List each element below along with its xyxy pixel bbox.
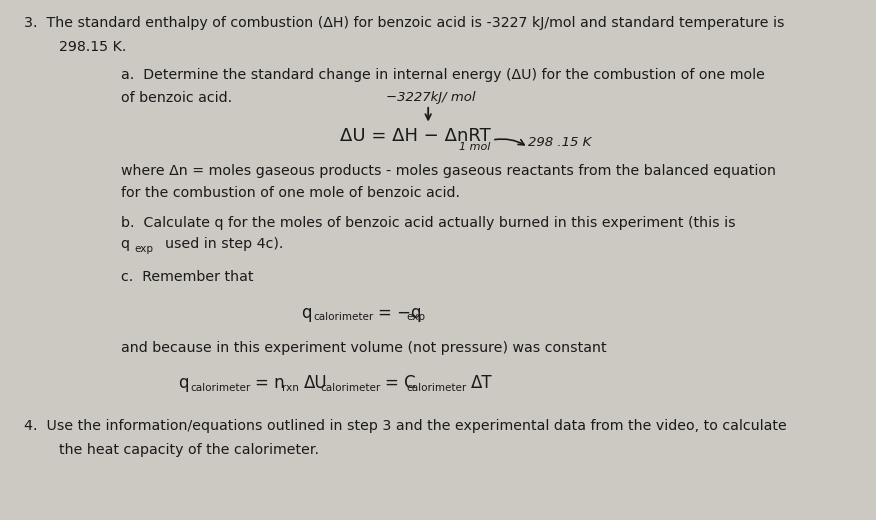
Text: calorimeter: calorimeter (314, 313, 374, 322)
Text: 298.15 K.: 298.15 K. (59, 40, 126, 54)
Text: −3227kJ/ mol: −3227kJ/ mol (386, 91, 476, 104)
Text: the heat capacity of the calorimeter.: the heat capacity of the calorimeter. (59, 444, 319, 457)
Text: ΔU = ΔH − ΔnRT: ΔU = ΔH − ΔnRT (340, 127, 491, 145)
Text: q: q (301, 304, 312, 322)
Text: b.  Calculate q for the moles of benzoic acid actually burned in this experiment: b. Calculate q for the moles of benzoic … (121, 216, 735, 230)
Text: calorimeter: calorimeter (321, 383, 381, 393)
Text: calorimeter: calorimeter (406, 383, 467, 393)
Text: ΔT: ΔT (471, 374, 493, 392)
Text: for the combustion of one mole of benzoic acid.: for the combustion of one mole of benzoi… (121, 186, 460, 200)
Text: exp: exp (406, 313, 426, 322)
Text: of benzoic acid.: of benzoic acid. (121, 90, 232, 105)
Text: ΔU: ΔU (304, 374, 328, 392)
Text: used in step 4c).: used in step 4c). (166, 238, 284, 252)
Text: = −q: = −q (378, 304, 421, 322)
Text: q: q (178, 374, 188, 392)
Text: 1 mol: 1 mol (459, 142, 491, 152)
Text: q: q (121, 238, 130, 252)
Text: where Δn = moles gaseous products - moles gaseous reactants from the balanced eq: where Δn = moles gaseous products - mole… (121, 164, 775, 178)
Text: c.  Remember that: c. Remember that (121, 270, 253, 284)
Text: exp: exp (134, 244, 153, 254)
Text: 298 .15 K: 298 .15 K (528, 136, 591, 149)
Text: rxn: rxn (282, 383, 299, 393)
Text: and because in this experiment volume (not pressure) was constant: and because in this experiment volume (n… (121, 341, 606, 355)
Text: = n: = n (255, 374, 285, 392)
Text: 3.  The standard enthalpy of combustion (ΔH) for benzoic acid is -3227 kJ/mol an: 3. The standard enthalpy of combustion (… (25, 16, 785, 30)
Text: = C: = C (385, 374, 416, 392)
Text: 4.  Use the information/equations outlined in step 3 and the experimental data f: 4. Use the information/equations outline… (25, 419, 788, 433)
Text: a.  Determine the standard change in internal energy (ΔU) for the combustion of : a. Determine the standard change in inte… (121, 68, 765, 82)
Text: calorimeter: calorimeter (191, 383, 251, 393)
